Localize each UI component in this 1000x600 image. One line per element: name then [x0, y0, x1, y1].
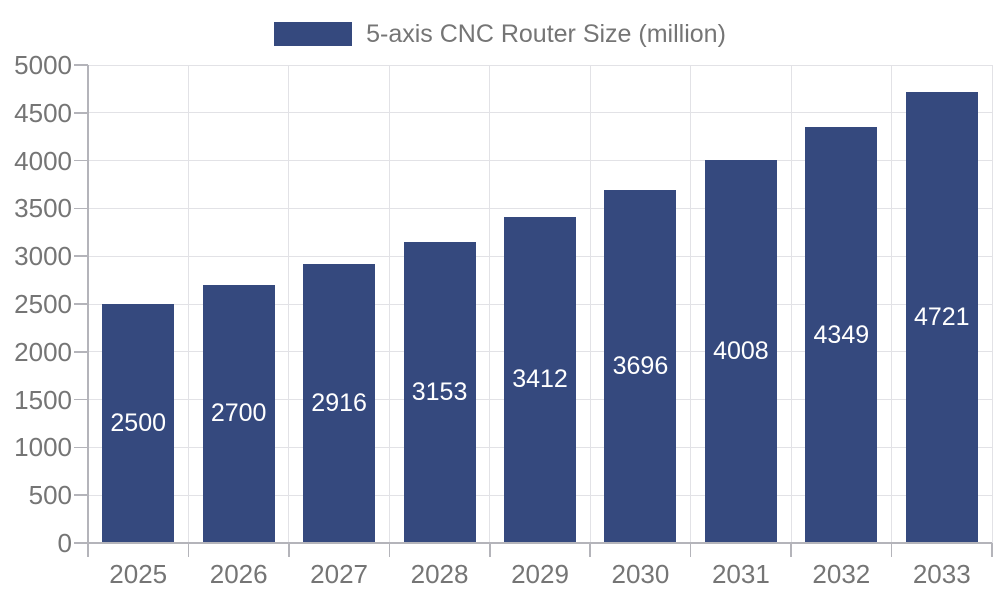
bar: 2916 — [303, 264, 376, 543]
y-tick — [74, 159, 88, 162]
bar-value-label: 2916 — [311, 389, 367, 418]
legend: 5-axis CNC Router Size (million) — [0, 20, 1000, 48]
v-gridline — [187, 65, 189, 543]
bar-value-label: 4349 — [813, 320, 870, 349]
h-gridline — [88, 160, 992, 162]
y-tick — [74, 398, 88, 401]
legend-swatch — [274, 22, 353, 46]
x-tick-label: 2028 — [410, 559, 469, 589]
y-tick-label: 2000 — [14, 336, 72, 367]
bar-value-label: 3153 — [411, 377, 468, 406]
x-tick-label: 2032 — [812, 559, 871, 589]
x-tick — [589, 543, 591, 557]
bar-value-label: 3412 — [512, 365, 568, 394]
y-tick — [74, 303, 88, 305]
x-tick — [187, 543, 190, 557]
bar-value-label: 2500 — [110, 409, 167, 437]
x-tick — [689, 543, 692, 557]
y-tick-label: 500 — [28, 480, 72, 511]
x-tick-label: 2026 — [209, 559, 268, 589]
y-tick-label: 1500 — [14, 384, 72, 415]
x-tick-label: 2031 — [711, 559, 770, 589]
x-tick-label: 2030 — [611, 559, 670, 589]
bar-value-label: 3696 — [612, 351, 669, 380]
y-tick — [74, 112, 88, 114]
bar: 4008 — [704, 159, 777, 543]
v-gridline — [991, 65, 993, 543]
y-tick-label: 4500 — [14, 97, 72, 128]
v-gridline — [790, 65, 792, 543]
y-axis-line — [87, 65, 89, 544]
y-tick-label: 1000 — [14, 432, 72, 463]
bar: 3153 — [403, 241, 476, 543]
x-tick-label: 2025 — [109, 559, 168, 589]
bar-value-label: 2700 — [210, 399, 267, 428]
y-tick — [74, 542, 88, 544]
x-tick — [87, 543, 89, 557]
bar-value-label: 4008 — [713, 336, 769, 365]
x-tick-label: 2027 — [310, 559, 369, 589]
x-tick-label: 2033 — [912, 559, 971, 589]
y-tick — [74, 446, 88, 449]
v-gridline — [388, 65, 390, 543]
v-gridline — [891, 65, 893, 543]
x-tick — [991, 543, 993, 557]
h-gridline — [88, 112, 992, 114]
v-gridline — [288, 65, 290, 543]
bar: 3696 — [604, 189, 677, 543]
v-gridline — [589, 65, 591, 543]
v-gridline — [489, 65, 491, 543]
bar: 2500 — [102, 304, 175, 543]
x-axis-line — [88, 542, 992, 544]
y-tick — [74, 255, 88, 257]
y-tick-label: 3500 — [14, 193, 72, 224]
y-tick — [74, 351, 88, 353]
h-gridline — [88, 207, 992, 209]
bar: 2700 — [202, 284, 275, 543]
y-tick — [74, 207, 88, 210]
bar-value-label: 4721 — [913, 302, 970, 331]
h-gridline — [88, 64, 992, 66]
legend-label: 5-axis CNC Router Size (million) — [366, 20, 726, 48]
x-tick — [388, 543, 391, 557]
x-tick — [890, 543, 893, 557]
y-tick-label: 0 — [57, 528, 72, 558]
y-tick-label: 5000 — [14, 50, 72, 80]
y-tick — [74, 494, 88, 496]
y-tick-label: 3000 — [14, 241, 72, 272]
x-tick-label: 2029 — [511, 559, 569, 589]
y-tick-label: 4000 — [14, 145, 72, 176]
y-tick-label: 2500 — [14, 289, 72, 319]
bar: 4349 — [805, 127, 878, 543]
x-tick — [790, 543, 792, 557]
y-tick — [74, 64, 88, 66]
x-tick — [489, 543, 491, 557]
bar: 4721 — [905, 91, 978, 543]
x-tick — [288, 543, 290, 557]
bar: 3412 — [504, 216, 576, 543]
v-gridline — [690, 65, 692, 543]
